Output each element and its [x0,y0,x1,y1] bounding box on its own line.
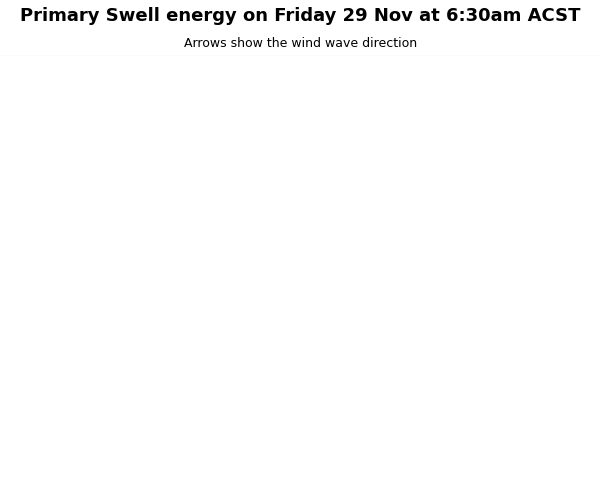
Text: Arrows show the wind wave direction: Arrows show the wind wave direction [184,37,417,50]
Text: cartopy required: cartopy required [219,263,382,282]
Text: Primary Swell energy on Friday 29 Nov at 6:30am ACST: Primary Swell energy on Friday 29 Nov at… [20,7,581,25]
